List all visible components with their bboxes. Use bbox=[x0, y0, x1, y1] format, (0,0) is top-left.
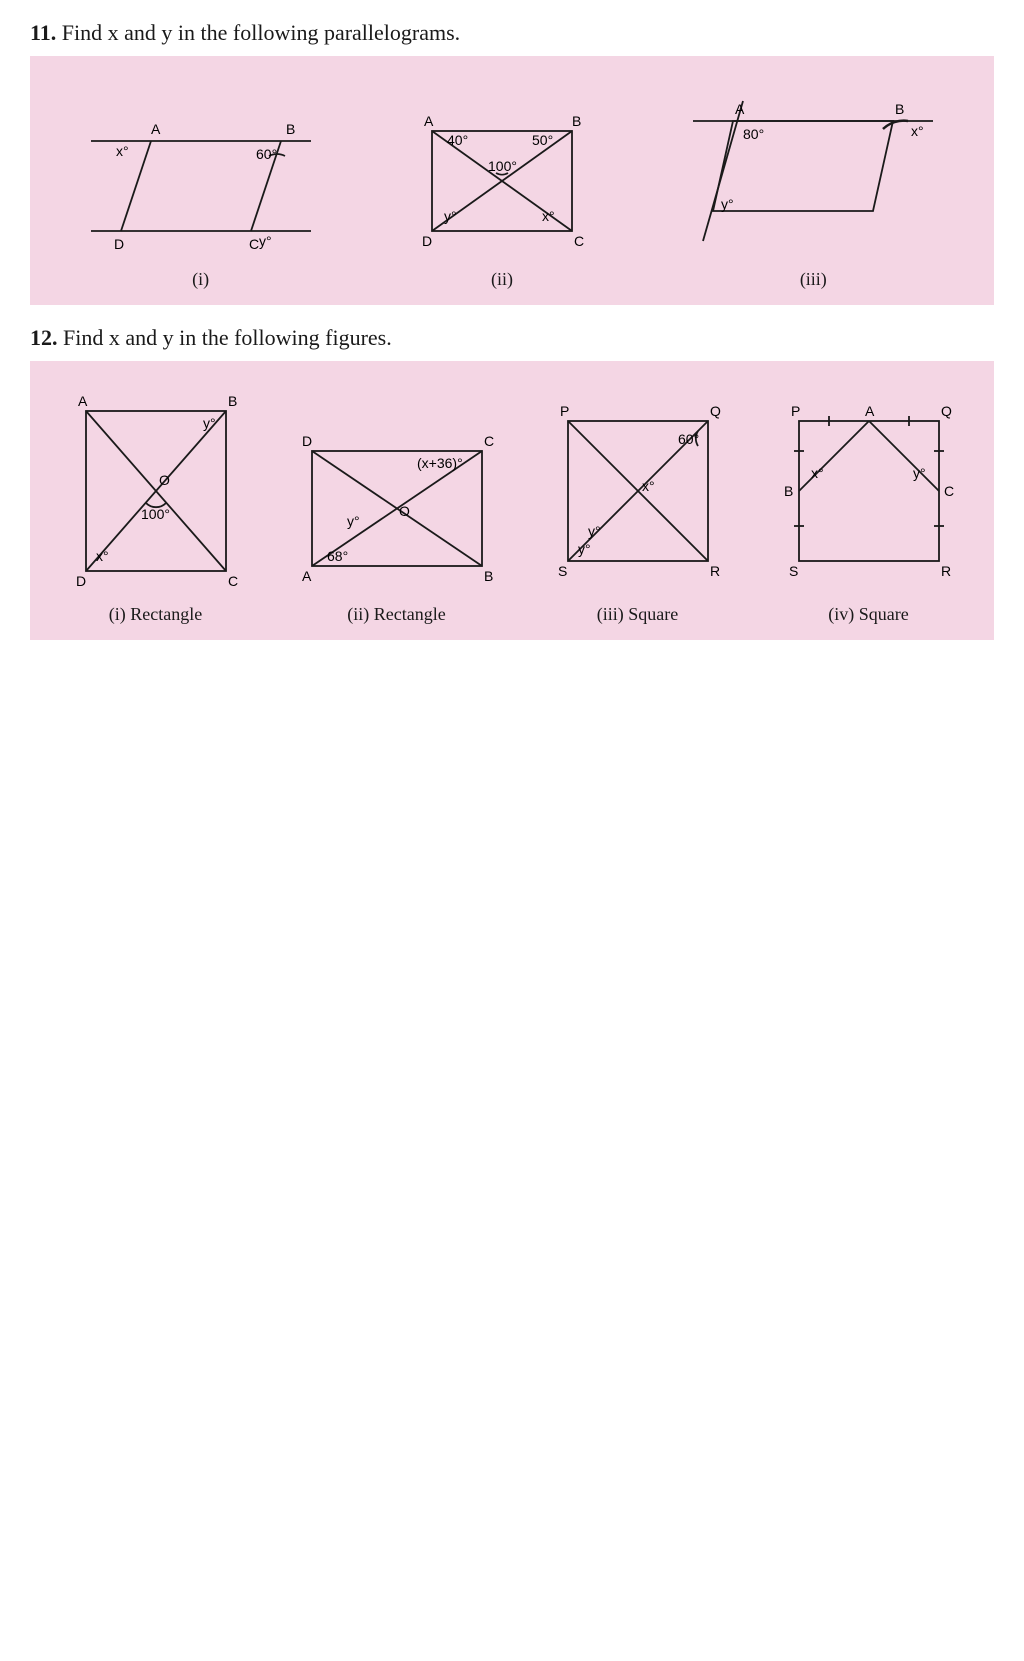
q12-svg-i: A B C D O 100° x° y° bbox=[56, 386, 256, 596]
lbl-B: B bbox=[286, 121, 295, 137]
lbl-C: C bbox=[574, 233, 584, 249]
lbl-A: A bbox=[424, 113, 434, 129]
lbl-y: y° bbox=[347, 513, 360, 529]
q11-figure-row: A B C D x° 60° y° (i) A B C D 40° 50° 10… bbox=[30, 56, 994, 305]
q11-i-caption: (i) bbox=[192, 269, 209, 290]
lbl-S: S bbox=[558, 563, 567, 579]
lbl-A: A bbox=[302, 568, 312, 584]
lbl-S: S bbox=[789, 563, 798, 579]
lbl-60: 60° bbox=[256, 146, 277, 162]
lbl-R: R bbox=[941, 563, 951, 579]
lbl-O: O bbox=[159, 472, 170, 488]
lbl-B: B bbox=[228, 393, 237, 409]
lbl-x: x° bbox=[911, 123, 924, 139]
lbl-Cmid: C bbox=[944, 483, 954, 499]
q11-text: Find x and y in the following parallelog… bbox=[62, 20, 460, 45]
q12-svg-iii: P Q R S 60° x° y° y° bbox=[538, 396, 738, 596]
q11-svg-iii: A B 80° x° y° bbox=[683, 81, 943, 261]
lbl-y: y° bbox=[444, 208, 457, 224]
lbl-A: A bbox=[735, 101, 745, 117]
lbl-100: 100° bbox=[141, 506, 170, 522]
lbl-50: 50° bbox=[532, 132, 553, 148]
lbl-C: C bbox=[484, 433, 494, 449]
q12-fig-iii: P Q R S 60° x° y° y° (iii) Square bbox=[538, 396, 738, 625]
lbl-y: y° bbox=[259, 233, 272, 249]
q12-text: Find x and y in the following figures. bbox=[63, 325, 392, 350]
q12-ii-caption: (ii) Rectangle bbox=[347, 604, 445, 625]
question-11: 11. Find x and y in the following parall… bbox=[30, 20, 994, 46]
q12-iii-caption: (iii) Square bbox=[597, 604, 678, 625]
lbl-y2: y° bbox=[588, 523, 601, 539]
lbl-Q: Q bbox=[941, 403, 952, 419]
lbl-P: P bbox=[560, 403, 569, 419]
q12-figure-row: A B C D O 100° x° y° (i) Rectangle D C B… bbox=[30, 361, 994, 640]
q11-fig-i: A B C D x° 60° y° (i) bbox=[81, 101, 321, 290]
q11-number: 11. bbox=[30, 20, 56, 45]
lbl-100: 100° bbox=[488, 158, 517, 174]
lbl-C: C bbox=[249, 236, 259, 252]
lbl-x: x° bbox=[116, 143, 129, 159]
lbl-y: y° bbox=[578, 541, 591, 557]
lbl-P: P bbox=[791, 403, 800, 419]
lbl-C: C bbox=[228, 573, 238, 589]
lbl-R: R bbox=[710, 563, 720, 579]
lbl-Amid: A bbox=[865, 403, 875, 419]
lbl-D: D bbox=[76, 573, 86, 589]
lbl-O: O bbox=[399, 503, 410, 519]
q11-fig-ii: A B C D 40° 50° 100° x° y° (ii) bbox=[402, 101, 602, 290]
lbl-60: 60° bbox=[678, 431, 699, 447]
lbl-D: D bbox=[114, 236, 124, 252]
lbl-x: x° bbox=[542, 208, 555, 224]
lbl-40: 40° bbox=[447, 132, 468, 148]
lbl-y: y° bbox=[203, 415, 216, 431]
q12-fig-iv: P Q R S A B C x° y° (iv) Square bbox=[769, 396, 969, 625]
lbl-x: x° bbox=[811, 465, 824, 481]
q12-fig-i: A B C D O 100° x° y° (i) Rectangle bbox=[56, 386, 256, 625]
q12-fig-ii: D C B A O (x+36)° 68° y° (ii) Rectangle bbox=[287, 426, 507, 625]
q11-ii-caption: (ii) bbox=[491, 269, 513, 290]
q12-i-caption: (i) Rectangle bbox=[109, 604, 202, 625]
q12-svg-ii: D C B A O (x+36)° 68° y° bbox=[287, 426, 507, 596]
lbl-B: B bbox=[572, 113, 581, 129]
q11-svg-ii: A B C D 40° 50° 100° x° y° bbox=[402, 101, 602, 261]
lbl-Q: Q bbox=[710, 403, 721, 419]
lbl-y: y° bbox=[721, 196, 734, 212]
lbl-Bmid: B bbox=[784, 483, 793, 499]
question-12: 12. Find x and y in the following figure… bbox=[30, 325, 994, 351]
q11-svg-i: A B C D x° 60° y° bbox=[81, 101, 321, 261]
lbl-80: 80° bbox=[743, 126, 764, 142]
lbl-y: y° bbox=[913, 465, 926, 481]
lbl-D: D bbox=[422, 233, 432, 249]
lbl-x36: (x+36)° bbox=[417, 455, 463, 471]
lbl-x: x° bbox=[642, 478, 655, 494]
q12-svg-iv: P Q R S A B C x° y° bbox=[769, 396, 969, 596]
q11-fig-iii: A B 80° x° y° (iii) bbox=[683, 81, 943, 290]
lbl-D: D bbox=[302, 433, 312, 449]
q11-iii-caption: (iii) bbox=[800, 269, 827, 290]
lbl-A: A bbox=[151, 121, 161, 137]
lbl-x: x° bbox=[96, 548, 109, 564]
lbl-B: B bbox=[895, 101, 904, 117]
q12-iv-caption: (iv) Square bbox=[828, 604, 908, 625]
lbl-68: 68° bbox=[327, 548, 348, 564]
q12-number: 12. bbox=[30, 325, 58, 350]
lbl-A: A bbox=[78, 393, 88, 409]
lbl-B: B bbox=[484, 568, 493, 584]
